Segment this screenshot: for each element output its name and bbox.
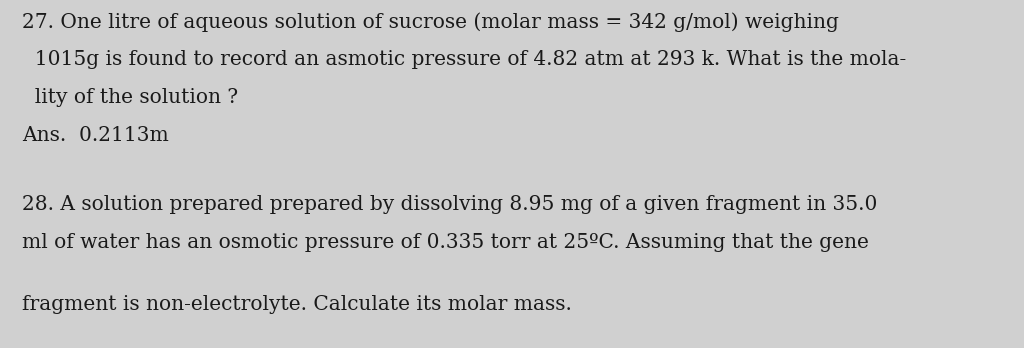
Text: Ans.  0.2113m: Ans. 0.2113m <box>22 126 169 145</box>
Text: ml of water has an osmotic pressure of 0.335 torr at 25ºC. Assuming that the gen: ml of water has an osmotic pressure of 0… <box>22 233 869 252</box>
Text: 28. A solution prepared prepared by dissolving 8.95 mg of a given fragment in 35: 28. A solution prepared prepared by diss… <box>22 195 878 214</box>
Text: fragment is non-electrolyte. Calculate its molar mass.: fragment is non-electrolyte. Calculate i… <box>22 295 571 314</box>
Text: 1015g is found to record an asmotic pressure of 4.82 atm at 293 k. What is the m: 1015g is found to record an asmotic pres… <box>22 50 906 69</box>
Text: lity of the solution ?: lity of the solution ? <box>22 88 239 107</box>
Text: 27. One litre of aqueous solution of sucrose (molar mass = 342 g/mol) weighing: 27. One litre of aqueous solution of suc… <box>22 12 839 32</box>
